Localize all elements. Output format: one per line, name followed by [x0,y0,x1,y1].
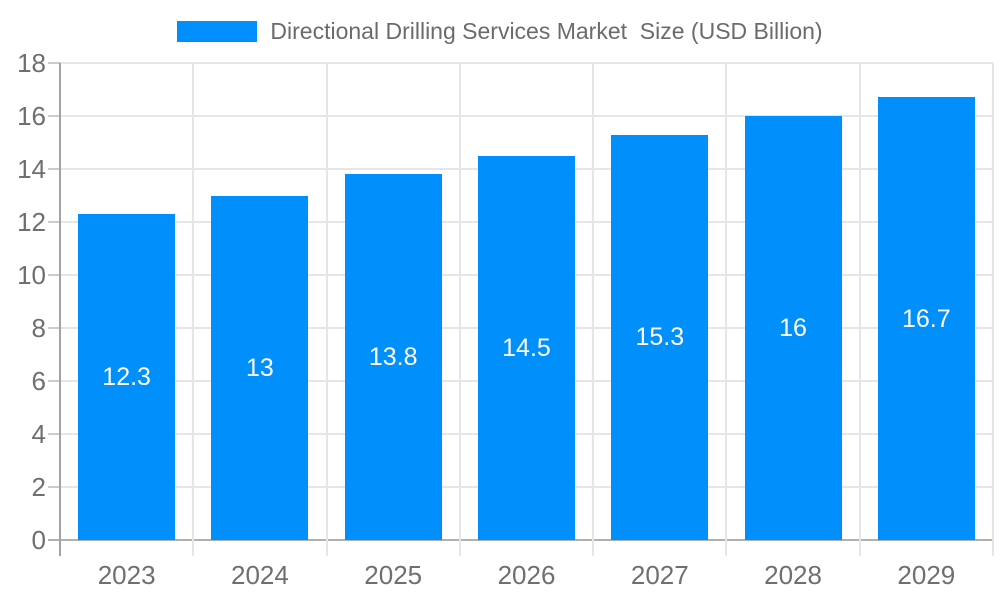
y-tick-label: 16 [17,101,46,131]
y-tick-label: 0 [31,525,46,555]
y-tick-label: 8 [31,313,46,343]
y-tick-label: 2 [31,472,46,502]
bar-value-label: 16.7 [902,304,951,333]
y-gridline [60,62,993,64]
bar[interactable] [478,155,575,540]
y-tick-mark [48,380,60,382]
legend-label: Directional Drilling Services Market Siz… [270,18,823,44]
y-tick-mark [48,168,60,170]
y-tick-label: 18 [17,48,46,78]
bar-value-label: 13 [246,353,274,382]
y-tick-mark [48,486,60,488]
y-tick-mark [48,115,60,117]
y-tick-mark [48,433,60,435]
y-tick-mark [48,327,60,329]
y-tick-label: 10 [17,260,46,290]
bar-value-label: 15.3 [635,323,685,352]
bar[interactable] [344,174,442,540]
y-tick-mark [48,274,60,276]
y-tick-label: 12 [17,207,46,237]
x-tick-label: 2025 [364,560,423,590]
y-gridline [60,115,993,117]
bar[interactable] [877,97,975,540]
bar-value-label: 12.3 [102,363,151,392]
y-tick-label: 14 [17,154,46,184]
legend-swatch [177,20,258,42]
x-gridline [725,63,728,556]
x-axis-baseline [48,539,993,541]
legend[interactable]: Directional Drilling Services Market Siz… [0,18,1000,44]
y-tick-mark [48,221,60,223]
x-gridline [992,63,994,556]
x-tick-label: 2026 [497,560,556,590]
x-tick-label: 2029 [897,560,956,590]
x-tick-label: 2024 [231,560,289,590]
y-tick-label: 6 [31,366,46,396]
y-tick-label: 4 [31,419,46,449]
bar[interactable] [78,214,176,540]
bar[interactable] [211,195,309,540]
bar-value-label: 16 [779,314,807,342]
x-gridline [858,63,861,556]
bar[interactable] [744,116,842,540]
x-gridline [192,63,195,556]
x-tick-label: 2028 [764,560,822,590]
x-gridline [592,63,595,556]
y-tick-mark [48,62,60,64]
bar[interactable] [611,134,709,540]
bar-value-label: 14.5 [502,333,551,362]
x-tick-label: 2023 [97,560,156,590]
x-gridline [458,63,461,556]
y-axis-line [59,63,61,556]
x-tick-label: 2027 [630,560,689,590]
bar-value-label: 13.8 [368,343,418,372]
x-gridline [325,63,328,556]
